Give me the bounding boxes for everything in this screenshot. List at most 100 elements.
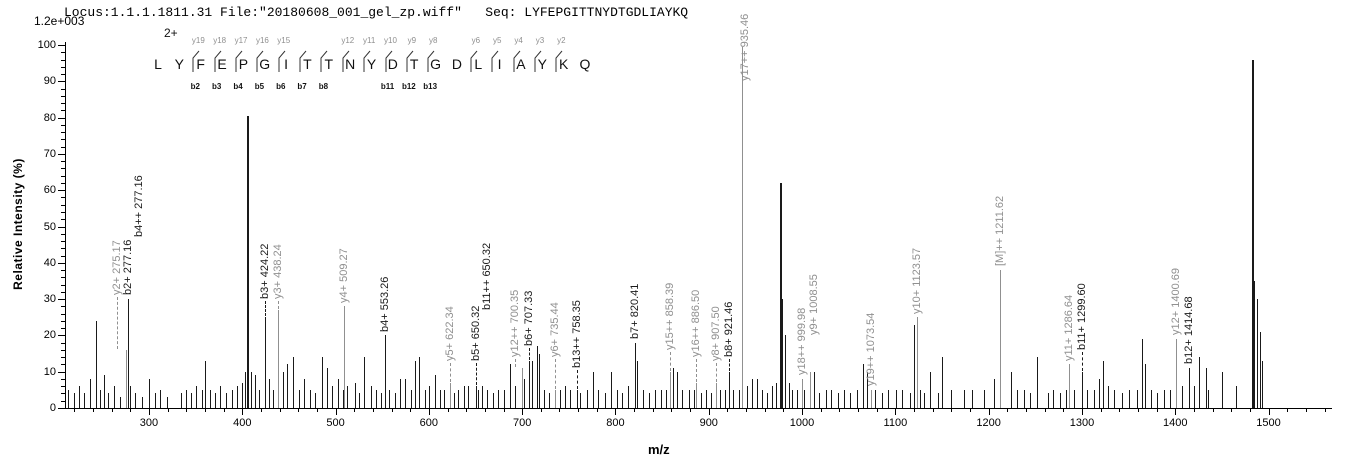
x-minor-tick — [354, 409, 356, 412]
peak — [337, 378, 339, 408]
peak — [676, 371, 678, 408]
peak — [804, 389, 806, 408]
peak — [99, 389, 101, 408]
x-minor-tick — [1249, 409, 1251, 412]
x-major-tick — [802, 409, 804, 415]
x-major-tick — [522, 409, 524, 415]
x-minor-tick — [596, 409, 598, 412]
peak — [1036, 357, 1038, 408]
sequence-residue: G — [259, 56, 271, 72]
x-minor-tick — [279, 409, 281, 412]
peak — [1099, 378, 1101, 408]
x-minor-tick — [746, 409, 748, 412]
peak — [181, 393, 183, 408]
y-minor-tick — [61, 306, 65, 308]
peak — [767, 393, 769, 408]
ion-label-y10+: y10+ 1123.57 — [911, 247, 924, 314]
y-minor-tick — [61, 357, 65, 359]
peak — [463, 386, 465, 408]
y-minor-tick — [61, 270, 65, 272]
b-ion-tag-b13: b13 — [423, 82, 438, 91]
ion-peak-y9+ — [810, 371, 812, 408]
peak — [895, 389, 897, 408]
ion-label-y18++: y18++ 999.98 — [796, 308, 809, 376]
peak — [642, 389, 644, 408]
cleavage-mark-icon — [320, 50, 328, 72]
x-minor-tick — [764, 409, 766, 412]
peak — [1060, 393, 1061, 408]
x-tick-label: 600 — [419, 417, 439, 429]
sequence-residue: G — [430, 56, 441, 72]
peak — [780, 182, 783, 408]
peak — [201, 389, 203, 408]
peak — [73, 393, 75, 408]
y-minor-tick — [61, 132, 65, 134]
peak — [548, 393, 550, 408]
peak — [856, 389, 858, 408]
peak — [244, 371, 246, 408]
x-minor-tick — [1305, 409, 1307, 412]
cleavage-mark — [489, 50, 499, 72]
peak — [214, 393, 216, 408]
cleavage-mark-icon — [385, 50, 392, 72]
ion-label-y3+: y3+ 438.24 — [271, 244, 284, 300]
ion-label-b11+: b11+ 1299.60 — [1075, 283, 1088, 350]
peak — [1164, 389, 1166, 408]
y-major-tick — [58, 262, 65, 264]
peak — [1251, 59, 1254, 408]
peak — [682, 389, 684, 408]
peak — [1093, 389, 1095, 408]
y-minor-tick — [61, 204, 65, 206]
peak — [477, 389, 479, 408]
y-major-tick — [58, 299, 65, 301]
ion-label-b12+: b12+ 1414.68 — [1182, 296, 1195, 365]
x-minor-tick — [932, 409, 934, 412]
x-minor-tick — [1007, 409, 1009, 412]
y-major-tick — [58, 190, 65, 192]
y-major-tick — [58, 371, 65, 373]
ion-peak-b12+ — [1188, 368, 1190, 408]
x-minor-tick — [466, 409, 468, 412]
peak — [159, 389, 161, 408]
ion-label-y12++: y12++ 700.35 — [509, 289, 522, 358]
peak — [984, 389, 986, 408]
y-axis-line — [65, 42, 66, 409]
y-minor-tick — [61, 277, 65, 279]
peak — [468, 386, 470, 408]
peak — [241, 382, 243, 408]
peak — [380, 393, 382, 408]
peak — [1129, 389, 1131, 408]
sequence-residue: Q — [579, 56, 591, 72]
ion-peak-y12++ — [522, 368, 524, 408]
peak — [739, 389, 741, 408]
peak — [1087, 389, 1089, 408]
y-minor-tick — [61, 400, 65, 402]
b-ion-tag-b11: b11 — [380, 82, 395, 91]
x-major-tick — [615, 409, 617, 415]
base-peak-intensity-label: 1.2e+003 — [34, 14, 85, 28]
ion-peak-y10+ — [917, 317, 919, 408]
cleavage-mark — [297, 50, 307, 72]
peak — [287, 364, 289, 408]
x-minor-tick — [1287, 409, 1289, 412]
x-minor-tick — [410, 409, 412, 412]
peak — [196, 386, 198, 408]
x-minor-tick — [372, 409, 374, 412]
ion-peak-y12+ — [1175, 339, 1177, 408]
y-minor-tick — [61, 313, 65, 315]
ion-peak-b11++ — [475, 386, 477, 408]
peak — [273, 389, 275, 408]
y-minor-tick — [61, 124, 65, 126]
cleavage-mark-icon — [491, 50, 499, 72]
peak — [503, 389, 505, 408]
ion-label-b11++: b11++ 650.32 — [480, 242, 493, 310]
ion-label-leader — [1081, 351, 1083, 371]
peak — [725, 389, 727, 408]
ion-label-b7+: b7+ 820.41 — [628, 283, 641, 340]
ion-peak-y11+ — [1069, 364, 1071, 408]
peak — [819, 393, 821, 408]
ion-peak-y8+ — [715, 382, 717, 408]
precursor-charge-label: 2+ — [164, 26, 178, 40]
sequence-residue: F — [196, 56, 205, 72]
